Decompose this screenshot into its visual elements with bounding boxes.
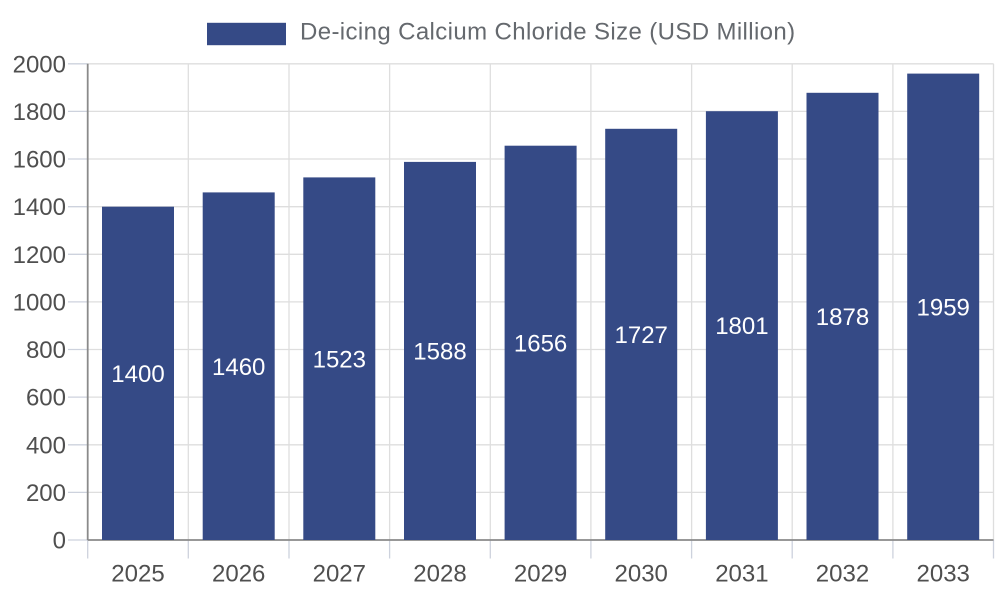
svg-text:1400: 1400 — [111, 361, 164, 388]
svg-text:2030: 2030 — [615, 561, 668, 588]
svg-text:1656: 1656 — [514, 331, 567, 358]
svg-text:1878: 1878 — [816, 304, 869, 331]
svg-text:200: 200 — [26, 480, 66, 507]
svg-text:1200: 1200 — [13, 242, 66, 269]
svg-text:2025: 2025 — [111, 561, 164, 588]
svg-text:2027: 2027 — [313, 561, 366, 588]
svg-text:1400: 1400 — [13, 194, 66, 221]
svg-text:1000: 1000 — [13, 289, 66, 316]
svg-text:1727: 1727 — [615, 322, 668, 349]
svg-text:600: 600 — [26, 385, 66, 412]
svg-text:2032: 2032 — [816, 561, 869, 588]
svg-text:800: 800 — [26, 337, 66, 364]
svg-text:1600: 1600 — [13, 147, 66, 174]
svg-text:2026: 2026 — [212, 561, 265, 588]
svg-text:0: 0 — [53, 528, 66, 555]
svg-text:1959: 1959 — [917, 294, 970, 321]
svg-text:2033: 2033 — [917, 561, 970, 588]
svg-text:1460: 1460 — [212, 354, 265, 381]
svg-text:1800: 1800 — [13, 99, 66, 126]
svg-text:2029: 2029 — [514, 561, 567, 588]
svg-text:2028: 2028 — [413, 561, 466, 588]
svg-text:2000: 2000 — [13, 51, 66, 78]
svg-text:1523: 1523 — [313, 346, 366, 373]
svg-text:De-icing Calcium Chloride Size: De-icing Calcium Chloride Size (USD Mill… — [300, 19, 796, 46]
svg-text:400: 400 — [26, 432, 66, 459]
svg-text:2031: 2031 — [715, 561, 768, 588]
svg-text:1801: 1801 — [715, 313, 768, 340]
svg-text:1588: 1588 — [413, 339, 466, 366]
